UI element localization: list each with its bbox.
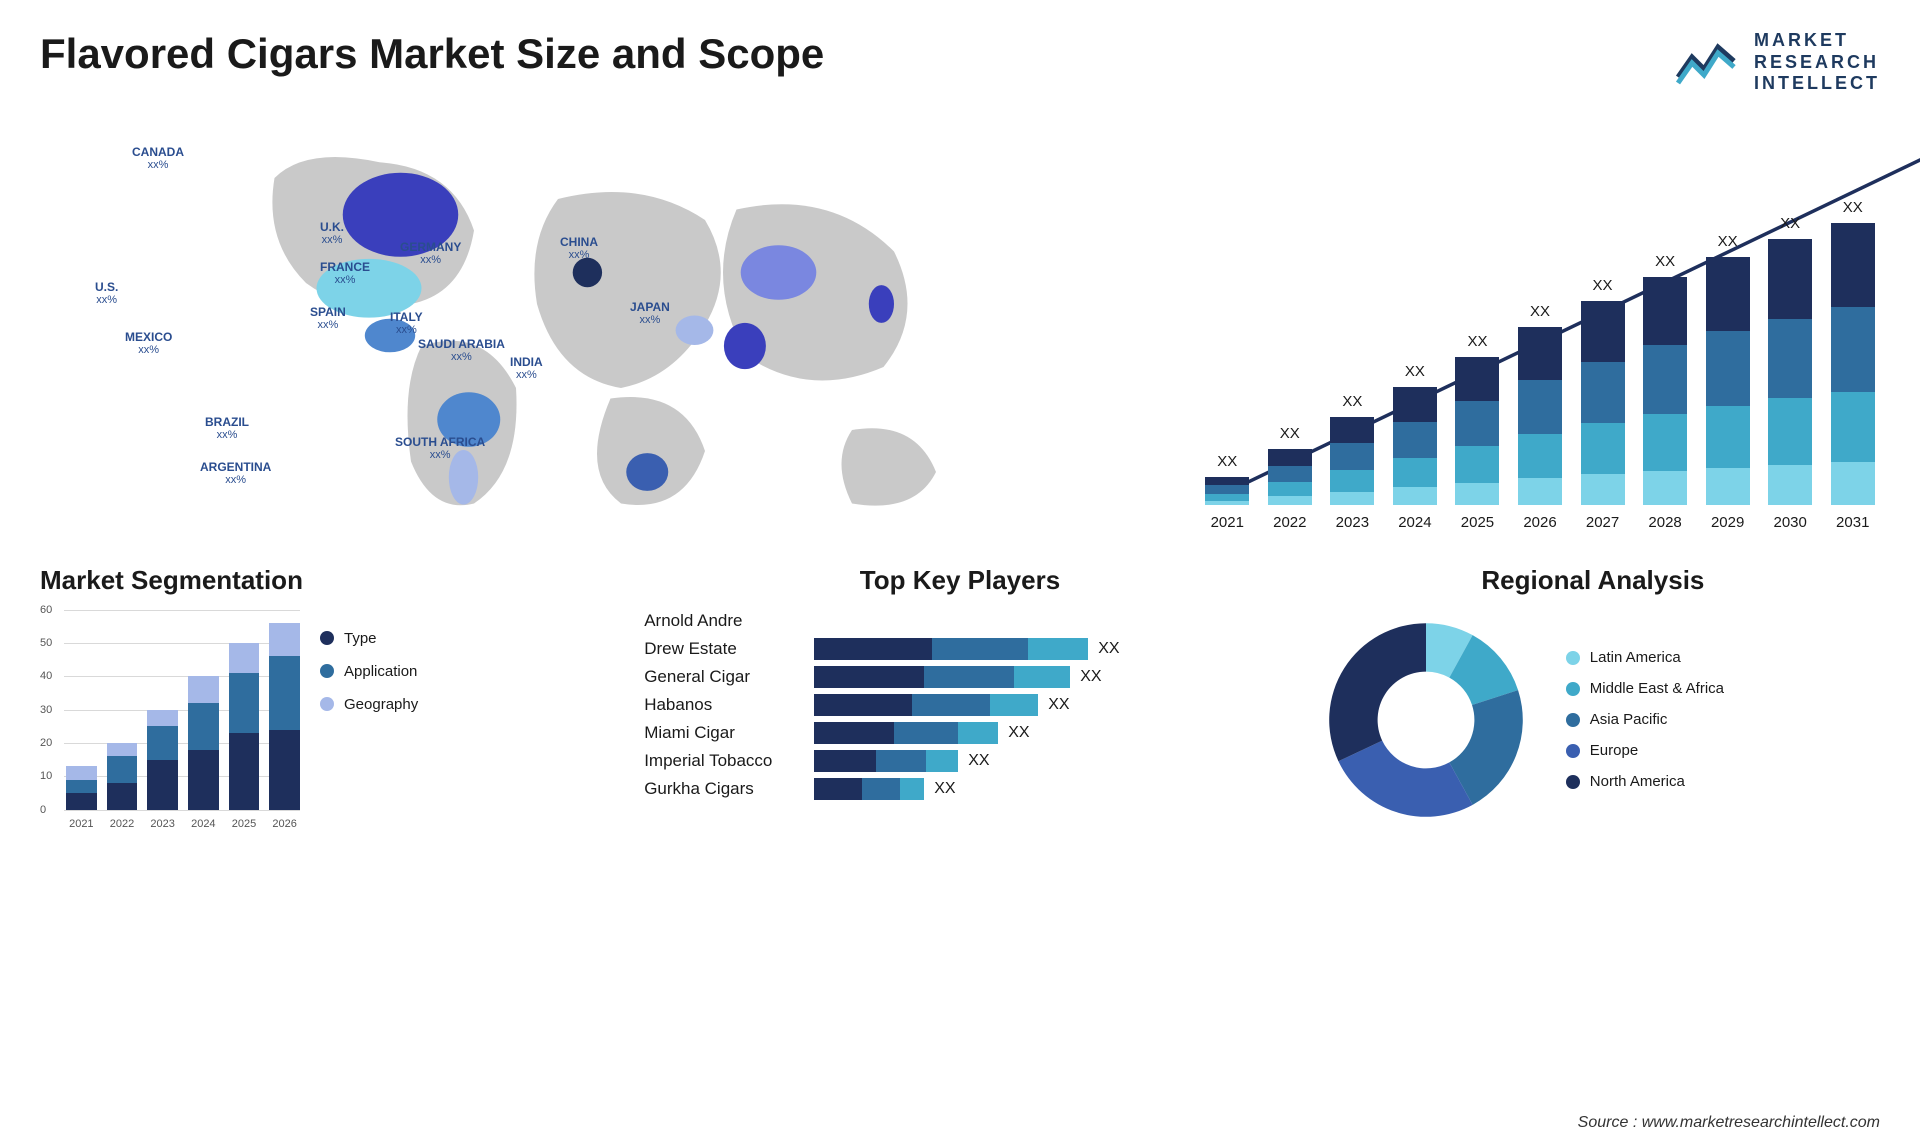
logo-line3: INTELLECT [1754,73,1880,95]
map-label: GERMANYxx% [400,240,461,268]
seg-bar-segment [66,780,97,793]
map-label: BRAZILxx% [205,415,249,443]
map-label: SOUTH AFRICAxx% [395,435,485,463]
players-title: Top Key Players [644,565,1276,596]
seg-bar-segment [147,760,178,810]
seg-bar-segment [66,793,97,810]
segmentation-section: Market Segmentation 01020304050602021202… [40,565,614,845]
map-label: U.K.xx% [320,220,344,248]
seg-bar-segment [147,710,178,727]
player-value: XX [1048,696,1069,714]
seg-bar-segment [269,656,300,729]
seg-bar-segment [107,743,138,756]
map-label: MEXICOxx% [125,330,172,358]
logo-icon [1674,37,1742,87]
player-value: XX [934,780,955,798]
seg-bar-segment [229,673,260,733]
map-label: CHINAxx% [560,235,598,263]
player-row: Imperial Tobacco XX [644,750,1276,772]
player-row: Miami Cigar XX [644,722,1276,744]
page-title: Flavored Cigars Market Size and Scope [40,30,824,78]
growth-bar: XX2025 [1450,357,1505,505]
legend-item: Latin America [1566,649,1724,666]
growth-chart: XX2021XX2022XX2023XX2024XX2025XX2026XX20… [1200,115,1880,535]
player-name: General Cigar [644,667,814,687]
header: Flavored Cigars Market Size and Scope MA… [40,30,1880,95]
map-label: JAPANxx% [630,300,670,328]
growth-bar: XX2026 [1513,327,1568,505]
growth-bar: XX2021 [1200,477,1255,505]
seg-bar-segment [188,703,219,750]
regional-donut [1306,610,1546,830]
player-name: Arnold Andre [644,611,814,631]
legend-item: Asia Pacific [1566,711,1724,728]
player-row: Gurkha Cigars XX [644,778,1276,800]
source-credit: Source : www.marketresearchintellect.com [1578,1114,1880,1132]
seg-bar-segment [107,756,138,783]
player-value: XX [1098,640,1119,658]
growth-bar: XX2027 [1575,301,1630,505]
segmentation-title: Market Segmentation [40,565,614,596]
seg-bar-segment [188,750,219,810]
player-name: Drew Estate [644,639,814,659]
growth-bar: XX2022 [1263,449,1318,505]
regional-legend: Latin America Middle East & Africa Asia Pa… [1566,649,1724,790]
segmentation-legend: Type Application Geography [320,630,418,713]
seg-bar-segment [269,730,300,810]
seg-bar-segment [229,733,260,810]
donut-slice [1338,740,1472,816]
map-label: ITALYxx% [390,310,423,338]
logo-line1: MARKET [1754,30,1880,52]
map-label: SPAINxx% [310,305,346,333]
player-name: Imperial Tobacco [644,751,814,771]
map-label: FRANCExx% [320,260,370,288]
player-row: Arnold Andre [644,610,1276,632]
legend-item: Application [320,663,418,680]
seg-bar-segment [269,623,300,656]
seg-bar-segment [66,766,97,779]
player-value: XX [968,752,989,770]
growth-bar: XX2029 [1700,257,1755,505]
growth-bar: XX2030 [1763,239,1818,505]
player-name: Gurkha Cigars [644,779,814,799]
map-label: INDIAxx% [510,355,543,383]
legend-item: North America [1566,773,1724,790]
map-label: ARGENTINAxx% [200,460,271,488]
player-row: General Cigar XX [644,666,1276,688]
legend-item: Geography [320,696,418,713]
donut-slice [1329,623,1426,761]
growth-bar: XX2028 [1638,277,1693,505]
player-name: Miami Cigar [644,723,814,743]
growth-bar: XX2031 [1825,223,1880,505]
players-list: Arnold Andre Drew Estate XX General Cigar XX… [644,610,1276,800]
legend-item: Middle East & Africa [1566,680,1724,697]
logo: MARKET RESEARCH INTELLECT [1674,30,1880,95]
map-label: SAUDI ARABIAxx% [418,337,505,365]
growth-bar: XX2024 [1388,387,1443,505]
player-value: XX [1080,668,1101,686]
seg-bar-segment [188,676,219,703]
seg-bar-segment [107,783,138,810]
player-name: Habanos [644,695,814,715]
player-row: Drew Estate XX [644,638,1276,660]
player-row: Habanos XX [644,694,1276,716]
legend-item: Type [320,630,418,647]
players-section: Top Key Players Arnold Andre Drew Estate X… [644,565,1276,845]
regional-title: Regional Analysis [1306,565,1880,596]
map-label: U.S.xx% [95,280,118,308]
segmentation-chart: 0102030405060202120222023202420252026 [40,610,300,830]
seg-bar-segment [147,726,178,759]
seg-bar-segment [229,643,260,673]
legend-item: Europe [1566,742,1724,759]
player-value: XX [1008,724,1029,742]
growth-bar: XX2023 [1325,417,1380,505]
map-label: CANADAxx% [132,145,184,173]
regional-section: Regional Analysis Latin America Middle Ea… [1306,565,1880,845]
world-map: CANADAxx% U.S.xx% MEXICOxx% BRAZILxx% ARGENT… [40,115,1160,535]
logo-line2: RESEARCH [1754,52,1880,74]
